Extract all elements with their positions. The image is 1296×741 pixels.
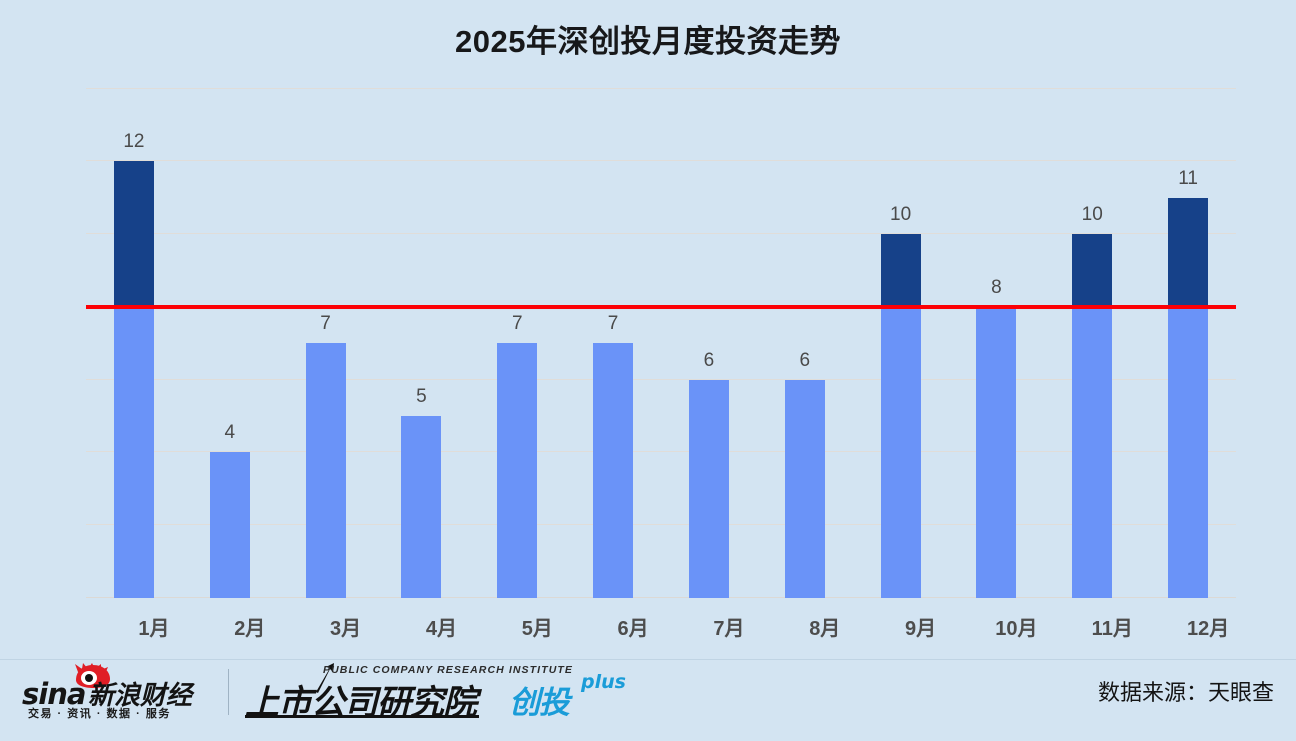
bar-segment-below-threshold [688, 379, 729, 598]
axis-baseline [86, 597, 1236, 598]
bar-column[interactable]: 7 [497, 85, 538, 598]
bar-segment-above-threshold [1168, 197, 1209, 307]
bar-segment-below-threshold [593, 343, 634, 598]
bar-segment-below-threshold [880, 306, 921, 598]
gridline [86, 451, 1236, 453]
bar-segment-below-threshold [976, 306, 1017, 598]
bar-column[interactable]: 10 [880, 85, 921, 598]
x-axis-tick-label: 9月 [905, 618, 937, 640]
bar-segment-below-threshold [1072, 306, 1113, 598]
bar-column[interactable]: 8 [976, 85, 1017, 598]
bar-value-label: 7 [511, 313, 523, 335]
institute-english-name: PUBLIC COMPANY RESEARCH INSTITUTE [323, 664, 574, 676]
brand-logos: sina 新浪财经 交易 · 资讯 · 数据 · 服务 PUBLIC COMPA… [16, 661, 629, 723]
bar-value-label: 10 [1081, 204, 1103, 226]
gridline [86, 87, 1236, 89]
x-axis-tick-label: 12月 [1186, 618, 1230, 640]
gridline [86, 160, 1236, 162]
bar-segment-above-threshold [880, 234, 921, 307]
chart-plot-area: 12 4 7 5 7 7 6 6 10 8 10 11 [86, 85, 1236, 598]
bar-segment-below-threshold [1168, 306, 1209, 598]
bar-column[interactable]: 7 [305, 85, 346, 598]
bar-column[interactable]: 10 [1072, 85, 1113, 598]
x-axis-tick-label: 4月 [425, 618, 457, 640]
sina-eye-icon [75, 663, 110, 688]
bar-column[interactable]: 4 [209, 85, 250, 598]
x-axis-tick-label: 3月 [330, 618, 362, 640]
bar-value-label: 8 [991, 276, 1002, 298]
bar-column[interactable]: 11 [1168, 85, 1209, 598]
x-axis-tick-label: 11月 [1091, 618, 1133, 640]
bar-segment-above-threshold [1072, 234, 1113, 307]
bar-value-label: 5 [416, 386, 427, 408]
sina-chinese-name: 新浪财经 [88, 680, 193, 710]
x-axis-tick-label: 10月 [995, 618, 1038, 640]
brand-separator [228, 669, 229, 715]
chuangtou-plus-logo: 创投 plus [509, 663, 629, 721]
x-axis-tick-label: 5月 [521, 618, 553, 640]
research-institute-logo: PUBLIC COMPANY RESEARCH INSTITUTE 上市公司研究… [245, 663, 572, 722]
bar-value-label: 7 [607, 313, 619, 335]
data-source-note: 数据来源：天眼查 [1097, 680, 1274, 705]
bar-chart: 12 4 7 5 7 7 6 6 10 8 10 11 [86, 85, 1236, 598]
bar-segment-below-threshold [401, 416, 442, 598]
bar-segment-below-threshold [113, 306, 154, 598]
x-axis-tick-label: 6月 [617, 618, 649, 640]
bar-value-label: 10 [890, 204, 912, 226]
bar-column[interactable]: 7 [593, 85, 634, 598]
page-title: 2025年深创投月度投资走势 [455, 24, 841, 59]
bar-column[interactable]: 6 [688, 85, 729, 598]
x-axis-tick-label: 7月 [713, 618, 745, 640]
bar-value-label: 7 [320, 313, 331, 335]
chuangtou-plus-suffix: plus [581, 671, 626, 693]
up-arrow-icon [316, 663, 334, 693]
x-axis-tick-label: 2月 [234, 618, 266, 640]
bar-column[interactable]: 12 [113, 85, 154, 598]
footer-divider [0, 659, 1296, 660]
threshold-reference-line [86, 304, 1236, 309]
bar-segment-below-threshold [497, 343, 538, 598]
chuangtou-chinese-name: 创投 [509, 685, 570, 720]
gridline [86, 233, 1236, 235]
sina-wordmark: sina [22, 677, 86, 711]
bar-column[interactable]: 6 [784, 85, 825, 598]
bar-value-label: 11 [1178, 167, 1198, 189]
sina-tagline: 交易 · 资讯 · 数据 · 服务 [28, 708, 171, 720]
x-axis: 1月 2月 3月 4月 5月 6月 7月 8月 9月 10月 11月 12月 [86, 612, 1236, 648]
bar-value-label: 12 [123, 131, 145, 153]
bar-column[interactable]: 5 [401, 85, 442, 598]
sina-finance-logo: sina 新浪财经 交易 · 资讯 · 数据 · 服务 [16, 663, 206, 721]
institute-underline [245, 715, 479, 718]
bar-value-label: 6 [703, 349, 715, 371]
bar-segment-below-threshold [305, 343, 346, 598]
x-axis-tick-label: 8月 [809, 618, 841, 640]
gridline [86, 378, 1236, 380]
gridline [86, 524, 1236, 526]
bar-segment-below-threshold [209, 452, 250, 598]
bar-value-label: 6 [799, 349, 811, 371]
footer: sina 新浪财经 交易 · 资讯 · 数据 · 服务 PUBLIC COMPA… [0, 651, 1296, 741]
bar-segment-below-threshold [784, 379, 825, 598]
bar-value-label: 4 [224, 422, 236, 444]
x-axis-tick-label: 1月 [138, 618, 170, 640]
bar-segment-above-threshold [113, 161, 154, 307]
